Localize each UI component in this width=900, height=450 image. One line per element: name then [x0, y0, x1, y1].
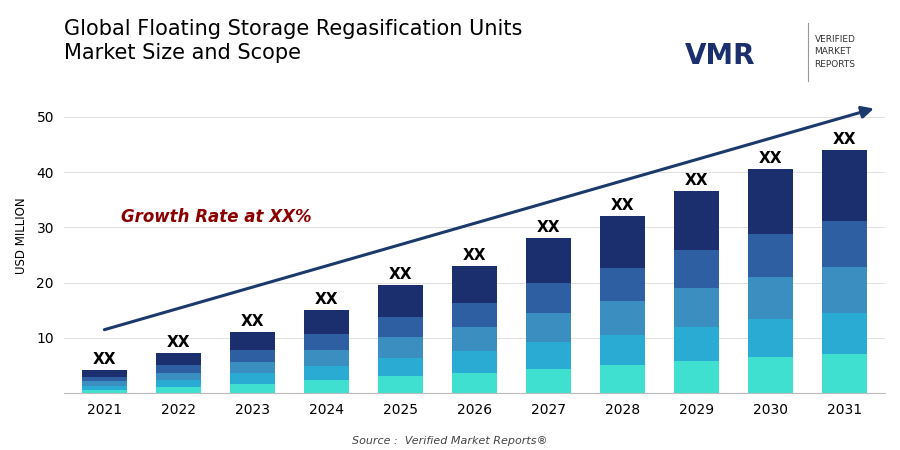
Bar	[230, 350, 274, 362]
Text: XX: XX	[759, 151, 782, 166]
Bar	[674, 192, 718, 250]
Bar	[674, 361, 718, 393]
Bar	[526, 284, 571, 313]
Text: XX: XX	[610, 198, 634, 213]
Bar	[378, 337, 422, 358]
Bar	[822, 313, 867, 354]
Bar	[304, 380, 348, 393]
Bar	[82, 377, 127, 381]
Bar	[304, 350, 348, 366]
Text: XX: XX	[240, 314, 264, 329]
Bar	[452, 303, 497, 327]
Bar	[822, 267, 867, 313]
Bar	[82, 370, 127, 377]
Bar	[600, 302, 644, 335]
Bar	[82, 381, 127, 386]
Bar	[526, 342, 571, 369]
Bar	[82, 386, 127, 390]
Bar	[157, 373, 201, 380]
Text: Growth Rate at XX%: Growth Rate at XX%	[121, 208, 311, 226]
Bar	[82, 390, 127, 393]
Bar	[748, 234, 793, 277]
Bar	[378, 285, 422, 317]
Bar	[748, 277, 793, 320]
Bar	[378, 358, 422, 376]
Bar	[674, 288, 718, 327]
Bar	[230, 362, 274, 373]
Text: XX: XX	[463, 248, 486, 263]
Bar	[452, 351, 497, 373]
Bar	[748, 320, 793, 357]
Bar	[230, 383, 274, 393]
Bar	[748, 357, 793, 393]
Bar	[452, 373, 497, 393]
Bar	[452, 327, 497, 351]
Bar	[157, 380, 201, 387]
Bar	[526, 238, 571, 284]
Bar	[230, 373, 274, 383]
Bar	[600, 335, 644, 365]
Bar	[822, 150, 867, 220]
Bar	[526, 369, 571, 393]
Bar	[157, 353, 201, 365]
Bar	[822, 220, 867, 267]
Bar	[600, 268, 644, 302]
Bar	[674, 250, 718, 288]
Bar	[452, 266, 497, 303]
Text: VMR: VMR	[685, 42, 755, 70]
Bar	[748, 169, 793, 234]
Bar	[157, 387, 201, 393]
Bar	[378, 376, 422, 393]
Bar	[304, 366, 348, 380]
Text: XX: XX	[685, 173, 708, 188]
Bar	[157, 365, 201, 373]
Text: XX: XX	[93, 352, 116, 367]
Text: Global Floating Storage Regasification Units
Market Size and Scope: Global Floating Storage Regasification U…	[64, 19, 522, 63]
Text: VERIFIED
MARKET
REPORTS: VERIFIED MARKET REPORTS	[814, 35, 856, 69]
Text: Source :  Verified Market Reports®: Source : Verified Market Reports®	[352, 436, 548, 446]
Bar	[526, 313, 571, 342]
Text: XX: XX	[315, 292, 338, 307]
Bar	[600, 365, 644, 393]
Text: XX: XX	[389, 267, 412, 282]
Bar	[304, 334, 348, 350]
Text: XX: XX	[166, 335, 190, 350]
Y-axis label: USD MILLION: USD MILLION	[15, 198, 28, 274]
Text: XX: XX	[832, 132, 856, 147]
Bar	[674, 327, 718, 361]
Bar	[378, 317, 422, 337]
Bar	[230, 333, 274, 350]
Text: XX: XX	[536, 220, 560, 235]
Bar	[304, 310, 348, 334]
Bar	[822, 354, 867, 393]
Bar	[600, 216, 644, 268]
